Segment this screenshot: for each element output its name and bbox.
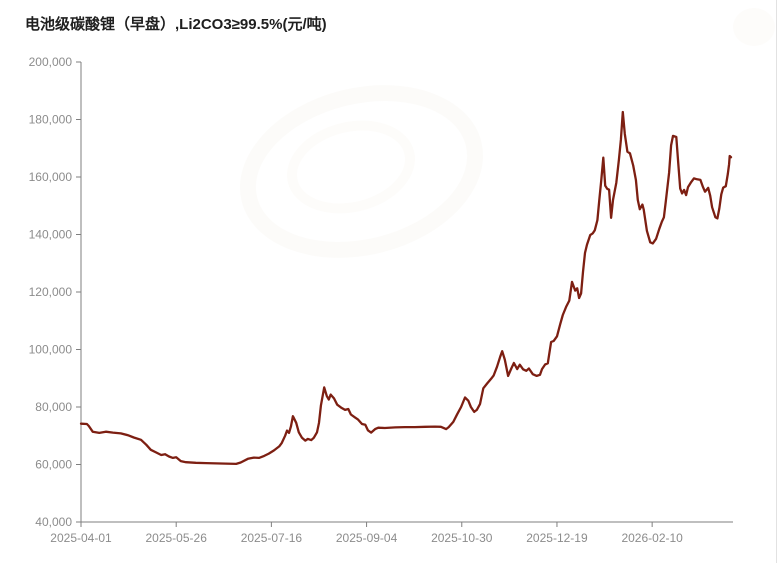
- y-axis-label: 60,000: [35, 458, 72, 472]
- y-axis-label: 160,000: [29, 170, 73, 184]
- x-axis-label: 2025-09-04: [336, 531, 398, 545]
- chart-title: 电池级碳酸锂（早盘）,Li2CO3≥99.5%(元/吨): [25, 16, 327, 33]
- y-axis-label: 180,000: [29, 113, 73, 127]
- x-axis-label: 2025-04-01: [50, 531, 112, 545]
- y-axis-label: 40,000: [35, 515, 72, 529]
- x-axis-label: 2025-05-26: [145, 531, 207, 545]
- x-axis-label: 2025-10-30: [431, 531, 493, 545]
- y-axis-label: 200,000: [29, 55, 73, 69]
- y-axis-label: 120,000: [29, 285, 73, 299]
- y-axis-label: 140,000: [29, 228, 73, 242]
- price-series-line[interactable]: [79, 110, 733, 466]
- window-edge-divider: [776, 0, 777, 563]
- x-axis-label: 2026-02-10: [621, 531, 683, 545]
- x-axis-label: 2025-12-19: [526, 531, 588, 545]
- x-axis-label: 2025-07-16: [241, 531, 303, 545]
- y-axis-label: 80,000: [35, 400, 72, 414]
- y-axis-label: 100,000: [29, 343, 73, 357]
